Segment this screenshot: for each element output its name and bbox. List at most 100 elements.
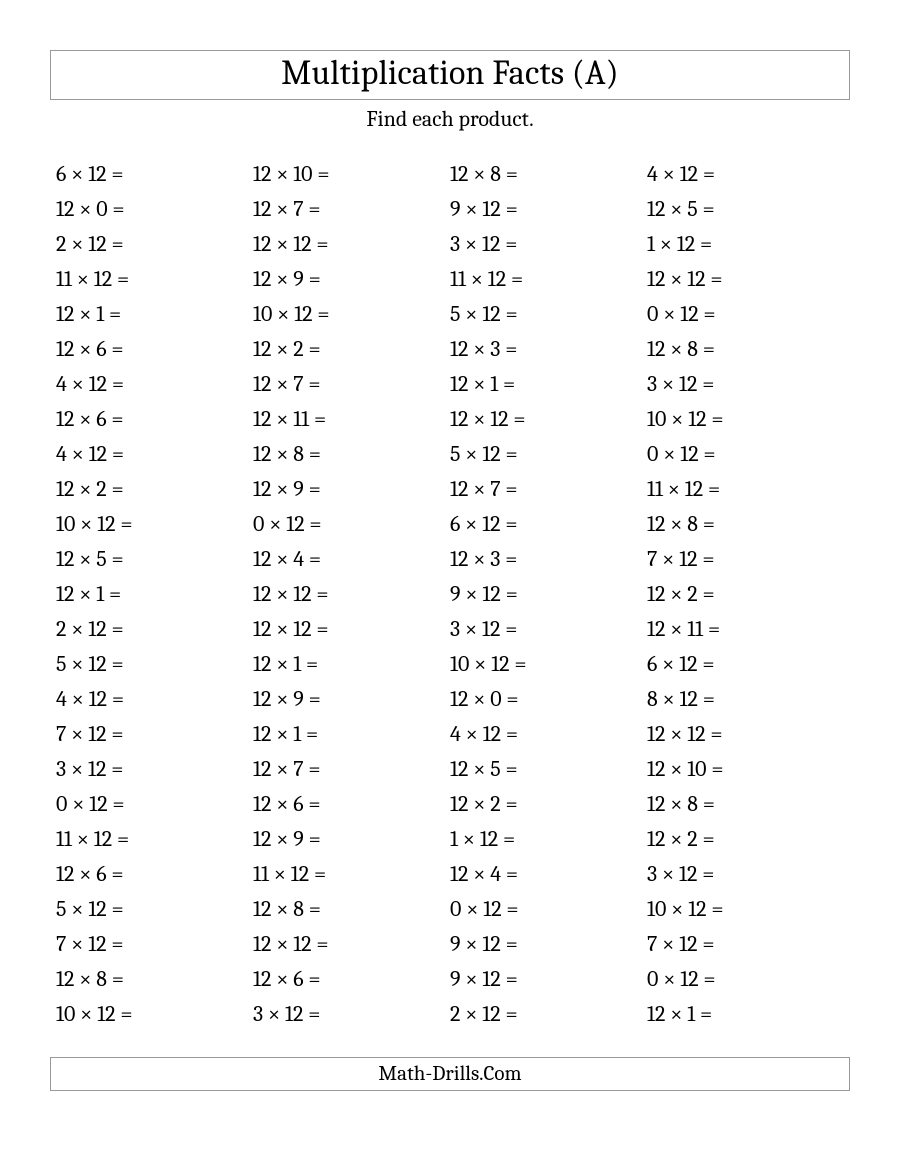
problem-grid: 6 × 12 =12 × 0 =2 × 12 =11 × 12 =12 × 1 … xyxy=(50,156,850,1031)
problem: 12 × 9 = xyxy=(253,471,450,506)
problem-column: 4 × 12 =12 × 5 =1 × 12 =12 × 12 =0 × 12 … xyxy=(647,156,844,1031)
problem: 12 × 2 = xyxy=(647,576,844,611)
problem: 12 × 6 = xyxy=(56,401,253,436)
problem: 10 × 12 = xyxy=(647,891,844,926)
problem: 12 × 2 = xyxy=(253,331,450,366)
problem: 12 × 8 = xyxy=(647,331,844,366)
problem: 7 × 12 = xyxy=(647,541,844,576)
problem: 9 × 12 = xyxy=(450,961,647,996)
problem: 12 × 12 = xyxy=(253,226,450,261)
problem: 5 × 12 = xyxy=(450,296,647,331)
problem: 0 × 12 = xyxy=(56,786,253,821)
problem-column: 12 × 8 =9 × 12 =3 × 12 =11 × 12 =5 × 12 … xyxy=(450,156,647,1031)
problem: 5 × 12 = xyxy=(56,646,253,681)
problem: 12 × 0 = xyxy=(450,681,647,716)
problem: 1 × 12 = xyxy=(647,226,844,261)
problem: 12 × 7 = xyxy=(253,751,450,786)
problem: 12 × 8 = xyxy=(253,436,450,471)
problem: 12 × 11 = xyxy=(253,401,450,436)
problem: 12 × 0 = xyxy=(56,191,253,226)
problem: 12 × 12 = xyxy=(647,261,844,296)
problem: 0 × 12 = xyxy=(253,506,450,541)
page-subtitle: Find each product. xyxy=(50,106,850,132)
problem: 9 × 12 = xyxy=(450,926,647,961)
problem: 12 × 9 = xyxy=(253,261,450,296)
problem: 6 × 12 = xyxy=(56,156,253,191)
problem: 12 × 3 = xyxy=(450,541,647,576)
problem: 12 × 7 = xyxy=(253,366,450,401)
problem: 12 × 9 = xyxy=(253,821,450,856)
problem: 12 × 2 = xyxy=(647,821,844,856)
problem: 10 × 12 = xyxy=(253,296,450,331)
problem: 11 × 12 = xyxy=(253,856,450,891)
problem: 2 × 12 = xyxy=(56,611,253,646)
problem: 12 × 4 = xyxy=(253,541,450,576)
problem: 12 × 12 = xyxy=(450,401,647,436)
problem: 12 × 10 = xyxy=(253,156,450,191)
problem: 12 × 5 = xyxy=(647,191,844,226)
problem: 6 × 12 = xyxy=(647,646,844,681)
problem: 3 × 12 = xyxy=(450,226,647,261)
problem: 11 × 12 = xyxy=(450,261,647,296)
problem: 2 × 12 = xyxy=(450,996,647,1031)
problem: 12 × 5 = xyxy=(56,541,253,576)
problem: 12 × 9 = xyxy=(253,681,450,716)
problem: 4 × 12 = xyxy=(56,436,253,471)
problem: 6 × 12 = xyxy=(450,506,647,541)
problem: 11 × 12 = xyxy=(56,821,253,856)
problem: 3 × 12 = xyxy=(56,751,253,786)
problem-column: 12 × 10 =12 × 7 =12 × 12 =12 × 9 =10 × 1… xyxy=(253,156,450,1031)
problem: 10 × 12 = xyxy=(450,646,647,681)
problem: 9 × 12 = xyxy=(450,191,647,226)
problem: 7 × 12 = xyxy=(56,716,253,751)
problem: 12 × 8 = xyxy=(450,156,647,191)
problem: 0 × 12 = xyxy=(647,961,844,996)
problem: 3 × 12 = xyxy=(253,996,450,1031)
problem: 4 × 12 = xyxy=(450,716,647,751)
problem: 12 × 1 = xyxy=(647,996,844,1031)
problem: 11 × 12 = xyxy=(56,261,253,296)
problem: 5 × 12 = xyxy=(56,891,253,926)
problem: 12 × 6 = xyxy=(253,961,450,996)
problem: 12 × 6 = xyxy=(253,786,450,821)
problem: 0 × 12 = xyxy=(647,436,844,471)
page-title: Multiplication Facts (A) xyxy=(281,53,619,93)
problem: 4 × 12 = xyxy=(56,681,253,716)
problem: 12 × 1 = xyxy=(253,716,450,751)
problem: 12 × 2 = xyxy=(450,786,647,821)
problem: 12 × 1 = xyxy=(56,296,253,331)
problem: 9 × 12 = xyxy=(450,576,647,611)
problem: 12 × 2 = xyxy=(56,471,253,506)
worksheet-page: Multiplication Facts (A) Find each produ… xyxy=(0,0,900,1165)
problem: 12 × 8 = xyxy=(56,961,253,996)
problem: 12 × 5 = xyxy=(450,751,647,786)
problem: 0 × 12 = xyxy=(450,891,647,926)
footer-text: Math-Drills.Com xyxy=(378,1062,521,1086)
problem: 4 × 12 = xyxy=(56,366,253,401)
problem: 12 × 12 = xyxy=(253,926,450,961)
problem: 12 × 12 = xyxy=(253,576,450,611)
problem: 12 × 8 = xyxy=(647,786,844,821)
problem: 12 × 6 = xyxy=(56,331,253,366)
problem: 3 × 12 = xyxy=(450,611,647,646)
title-box: Multiplication Facts (A) xyxy=(50,50,850,100)
footer-box: Math-Drills.Com xyxy=(50,1057,850,1091)
problem: 12 × 8 = xyxy=(253,891,450,926)
problem: 7 × 12 = xyxy=(647,926,844,961)
problem: 12 × 12 = xyxy=(647,716,844,751)
problem: 5 × 12 = xyxy=(450,436,647,471)
problem: 12 × 10 = xyxy=(647,751,844,786)
problem: 12 × 4 = xyxy=(450,856,647,891)
problem: 12 × 3 = xyxy=(450,331,647,366)
problem: 3 × 12 = xyxy=(647,856,844,891)
problem: 4 × 12 = xyxy=(647,156,844,191)
problem: 12 × 7 = xyxy=(450,471,647,506)
problem: 2 × 12 = xyxy=(56,226,253,261)
problem: 3 × 12 = xyxy=(647,366,844,401)
problem: 12 × 1 = xyxy=(56,576,253,611)
problem: 12 × 1 = xyxy=(450,366,647,401)
problem: 11 × 12 = xyxy=(647,471,844,506)
problem: 7 × 12 = xyxy=(56,926,253,961)
problem: 12 × 12 = xyxy=(253,611,450,646)
problem: 1 × 12 = xyxy=(450,821,647,856)
